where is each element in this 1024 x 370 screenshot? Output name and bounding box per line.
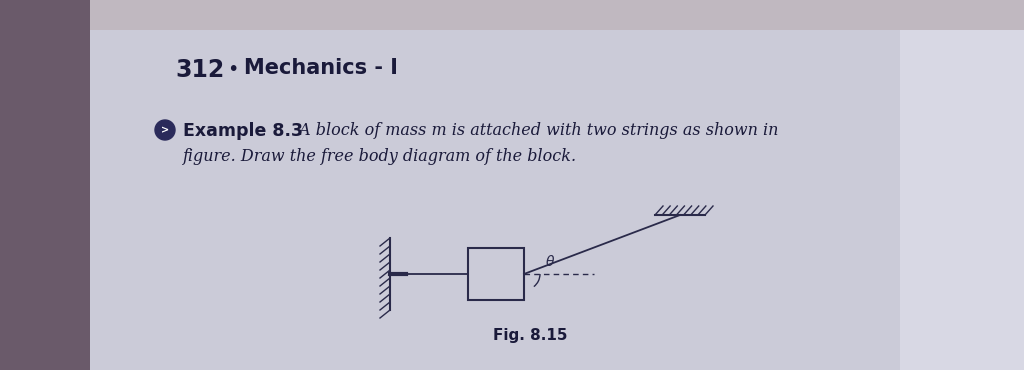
Polygon shape <box>0 0 120 370</box>
Text: A block of mass m is attached with two strings as shown in: A block of mass m is attached with two s… <box>294 122 778 139</box>
Text: •: • <box>227 60 239 79</box>
Text: 312: 312 <box>175 58 224 82</box>
Text: θ: θ <box>546 255 555 269</box>
Bar <box>468 248 524 300</box>
Text: Fig. 8.15: Fig. 8.15 <box>493 328 567 343</box>
Text: Mechanics - I: Mechanics - I <box>244 58 398 78</box>
Text: Example 8.3: Example 8.3 <box>183 122 303 140</box>
Circle shape <box>155 120 175 140</box>
Text: figure. Draw the free body diagram of the block.: figure. Draw the free body diagram of th… <box>183 148 578 165</box>
Bar <box>90 0 1024 30</box>
Bar <box>900 0 1024 370</box>
Text: >: > <box>161 125 169 135</box>
